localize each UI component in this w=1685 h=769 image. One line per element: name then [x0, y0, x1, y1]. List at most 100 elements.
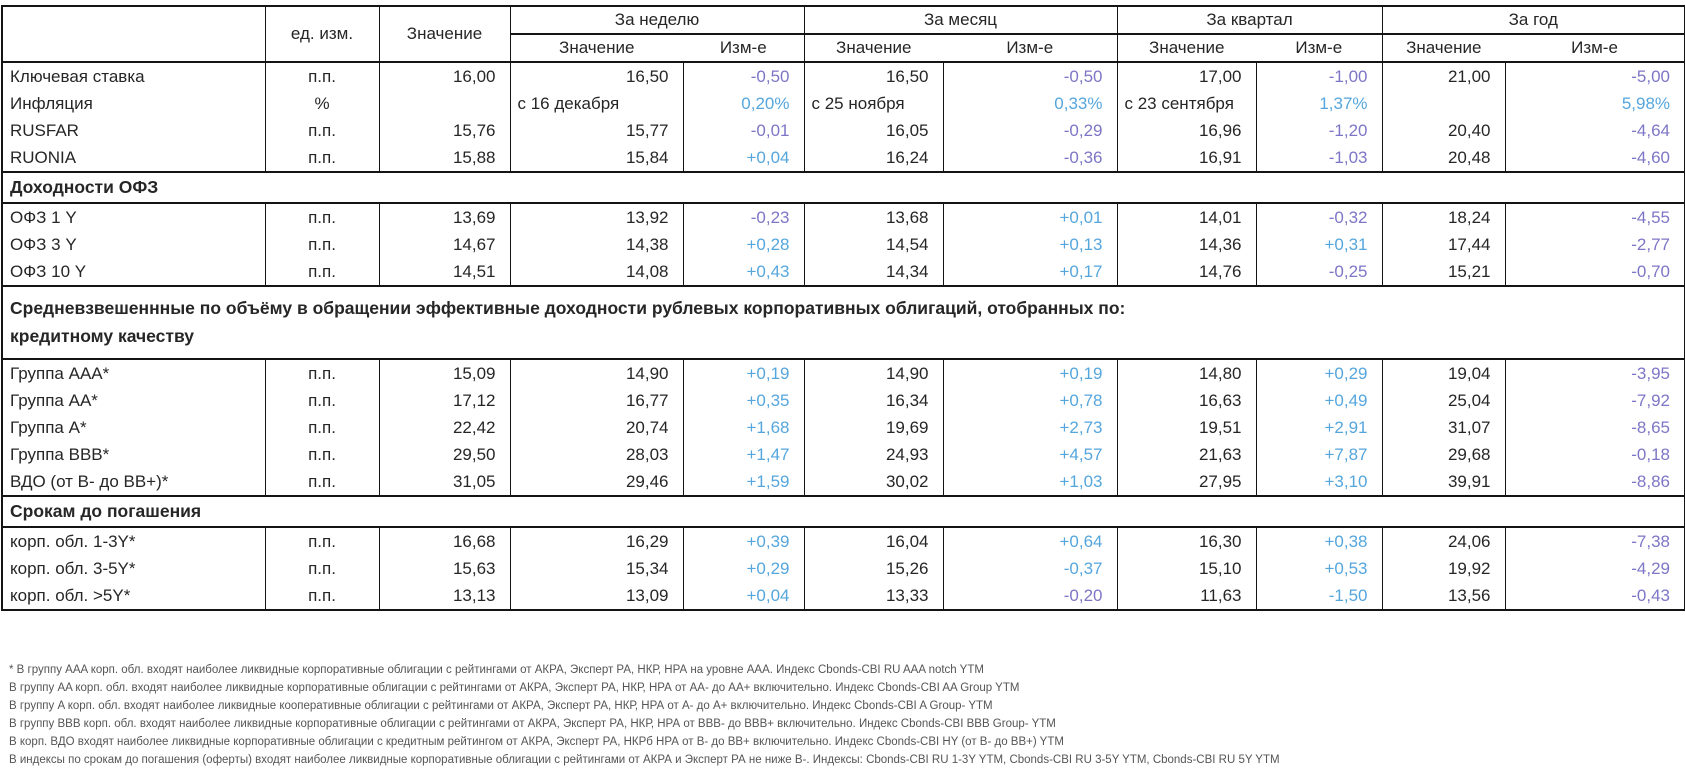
month-change-cell: +0,13 [942, 231, 1117, 258]
week-value-cell: 15,77 [509, 117, 683, 144]
table-row: корп. обл. 1-3Y* п.п. 16,68 16,29 +0,39 16,04… [2, 527, 1685, 555]
week-change-cell: -0,23 [682, 203, 804, 231]
year-change-cell: -8,65 [1504, 414, 1685, 441]
quarter-change-cell: -1,50 [1255, 582, 1383, 610]
week-value-cell: 16,77 [509, 387, 683, 414]
quarter-change-cell: +2,91 [1255, 414, 1383, 441]
quarter-change-cell: +0,53 [1255, 555, 1383, 582]
quarter-value-cell: 17,00 [1116, 62, 1256, 90]
table-row: Группа A* п.п. 22,42 20,74 +1,68 19,69 +2,73 19… [2, 414, 1685, 441]
month-change-cell: -0,37 [942, 555, 1117, 582]
week-change-cell: +0,04 [682, 582, 804, 610]
year-value-cell: 13,56 [1381, 582, 1506, 610]
unit-column-header: ед. изм. [264, 6, 379, 63]
footnotes: * В группу AAA корп. обл. входят наиболе… [9, 661, 1685, 769]
week-value-cell: 15,84 [509, 144, 683, 172]
table-row: ОФЗ 10 Y п.п. 14,51 14,08 +0,43 14,34 +0,17 14,… [2, 258, 1685, 286]
month-change-cell: +0,78 [942, 387, 1117, 414]
month-change-cell: +0,01 [942, 203, 1117, 231]
week-change-cell: 0,20% [682, 90, 804, 117]
year-value-cell: 19,04 [1381, 359, 1506, 387]
quarter-change-cell: -0,25 [1255, 258, 1383, 286]
year-value-cell: 19,92 [1381, 555, 1506, 582]
footnote-a: В группу A корп. обл. входят наиболее ли… [9, 700, 993, 712]
month-value-cell: 16,34 [803, 387, 943, 414]
year-change-cell: -7,92 [1504, 387, 1685, 414]
month-change-cell: +2,73 [942, 414, 1117, 441]
unit-cell: п.п. [264, 203, 379, 231]
week-value-cell: 13,92 [509, 203, 683, 231]
month-change-cell: -0,20 [942, 582, 1117, 610]
quarter-value-cell: 14,01 [1116, 203, 1256, 231]
table-row: Группа AA* п.п. 17,12 16,77 +0,35 16,34 +0,78 1… [2, 387, 1685, 414]
footnote-aaa: * В группу AAA корп. обл. входят наиболе… [9, 664, 984, 676]
subheader-week-value: Значение [509, 34, 683, 63]
unit-cell: % [264, 90, 379, 117]
subheader-quarter-change: Изм-е [1256, 34, 1383, 63]
row-label: корп. обл. >5Y* [10, 585, 131, 605]
current-value-cell: 16,68 [378, 527, 510, 555]
year-value-cell: 20,48 [1381, 144, 1506, 172]
month-change-cell: +0,17 [942, 258, 1117, 286]
table-row: ОФЗ 1 Y п.п. 13,69 13,92 -0,23 13,68 +0,01 14,0… [2, 203, 1685, 231]
corner-cell [1, 6, 265, 63]
row-label: корп. обл. 3-5Y* [10, 558, 136, 578]
unit-cell: п.п. [264, 414, 379, 441]
current-value-cell: 14,67 [378, 231, 510, 258]
week-change-cell: +0,04 [682, 144, 804, 172]
week-change-cell: -0,01 [682, 117, 804, 144]
table-row: ВДО (от B- до BB+)* п.п. 31,05 29,46 +1,59 30… [2, 468, 1685, 496]
year-value-cell: 39,91 [1381, 468, 1506, 496]
quarter-change-cell: 1,37% [1255, 90, 1383, 117]
month-value-cell: 13,68 [803, 203, 943, 231]
quarter-value-cell: 16,96 [1116, 117, 1256, 144]
unit-cell: п.п. [264, 441, 379, 468]
unit-cell: п.п. [264, 555, 379, 582]
subheader-week-change: Изм-е [683, 34, 804, 63]
table-header: ед. изм. Значение За неделю За месяц За … [1, 6, 1685, 63]
current-value-cell: 13,13 [378, 582, 510, 610]
period-header-week: За неделю [509, 6, 804, 35]
table-row: Группа AAA* п.п. 15,09 14,90 +0,19 14,90 +0,19… [2, 359, 1685, 387]
row-label: корп. обл. 1-3Y* [10, 531, 136, 551]
year-change-cell: -7,38 [1504, 527, 1685, 555]
section-header-row: Срокам до погашения [2, 495, 1685, 528]
footnote-vdo: В корп. ВДО входят наиболее ликвидные ко… [9, 736, 1064, 748]
year-value-cell: 21,00 [1381, 62, 1506, 90]
month-change-cell: -0,50 [942, 62, 1117, 90]
week-change-cell: +0,19 [682, 359, 804, 387]
row-label: Группа AA* [10, 390, 98, 410]
month-change-cell: +0,19 [942, 359, 1117, 387]
period-header-quarter: За квартал [1116, 6, 1383, 35]
quarter-value-cell: 15,10 [1116, 555, 1256, 582]
year-change-cell: -5,00 [1504, 62, 1685, 90]
current-value-cell: 14,51 [378, 258, 510, 286]
quarter-change-cell: +0,29 [1255, 359, 1383, 387]
year-value-cell: 29,68 [1381, 441, 1506, 468]
quarter-change-cell: -1,20 [1255, 117, 1383, 144]
week-value-cell: 20,74 [509, 414, 683, 441]
table-row: ОФЗ 3 Y п.п. 14,67 14,38 +0,28 14,54 +0,13 14,3… [2, 231, 1685, 258]
row-label: ОФЗ 3 Y [10, 234, 77, 254]
week-change-cell: +1,59 [682, 468, 804, 496]
month-change-cell: +0,64 [942, 527, 1117, 555]
quarter-change-cell: -1,00 [1255, 62, 1383, 90]
week-value-cell: 14,90 [509, 359, 683, 387]
unit-cell: п.п. [264, 62, 379, 90]
row-label: RUONIA [10, 147, 77, 167]
year-value-cell: 25,04 [1381, 387, 1506, 414]
section-header-label: Срокам до погашения [2, 495, 1685, 528]
current-value-cell: 15,76 [378, 117, 510, 144]
month-change-cell: 0,33% [942, 90, 1117, 117]
current-value-cell: 22,42 [378, 414, 510, 441]
month-value-cell: 16,04 [803, 527, 943, 555]
week-value-cell: 14,08 [509, 258, 683, 286]
month-value-cell: 16,05 [803, 117, 943, 144]
year-value-cell: 18,24 [1381, 203, 1506, 231]
week-change-cell: +0,35 [682, 387, 804, 414]
current-value-cell: 15,09 [378, 359, 510, 387]
quarter-change-cell: +3,10 [1255, 468, 1383, 496]
month-change-cell: -0,29 [942, 117, 1117, 144]
unit-cell: п.п. [264, 387, 379, 414]
week-change-cell: +1,47 [682, 441, 804, 468]
